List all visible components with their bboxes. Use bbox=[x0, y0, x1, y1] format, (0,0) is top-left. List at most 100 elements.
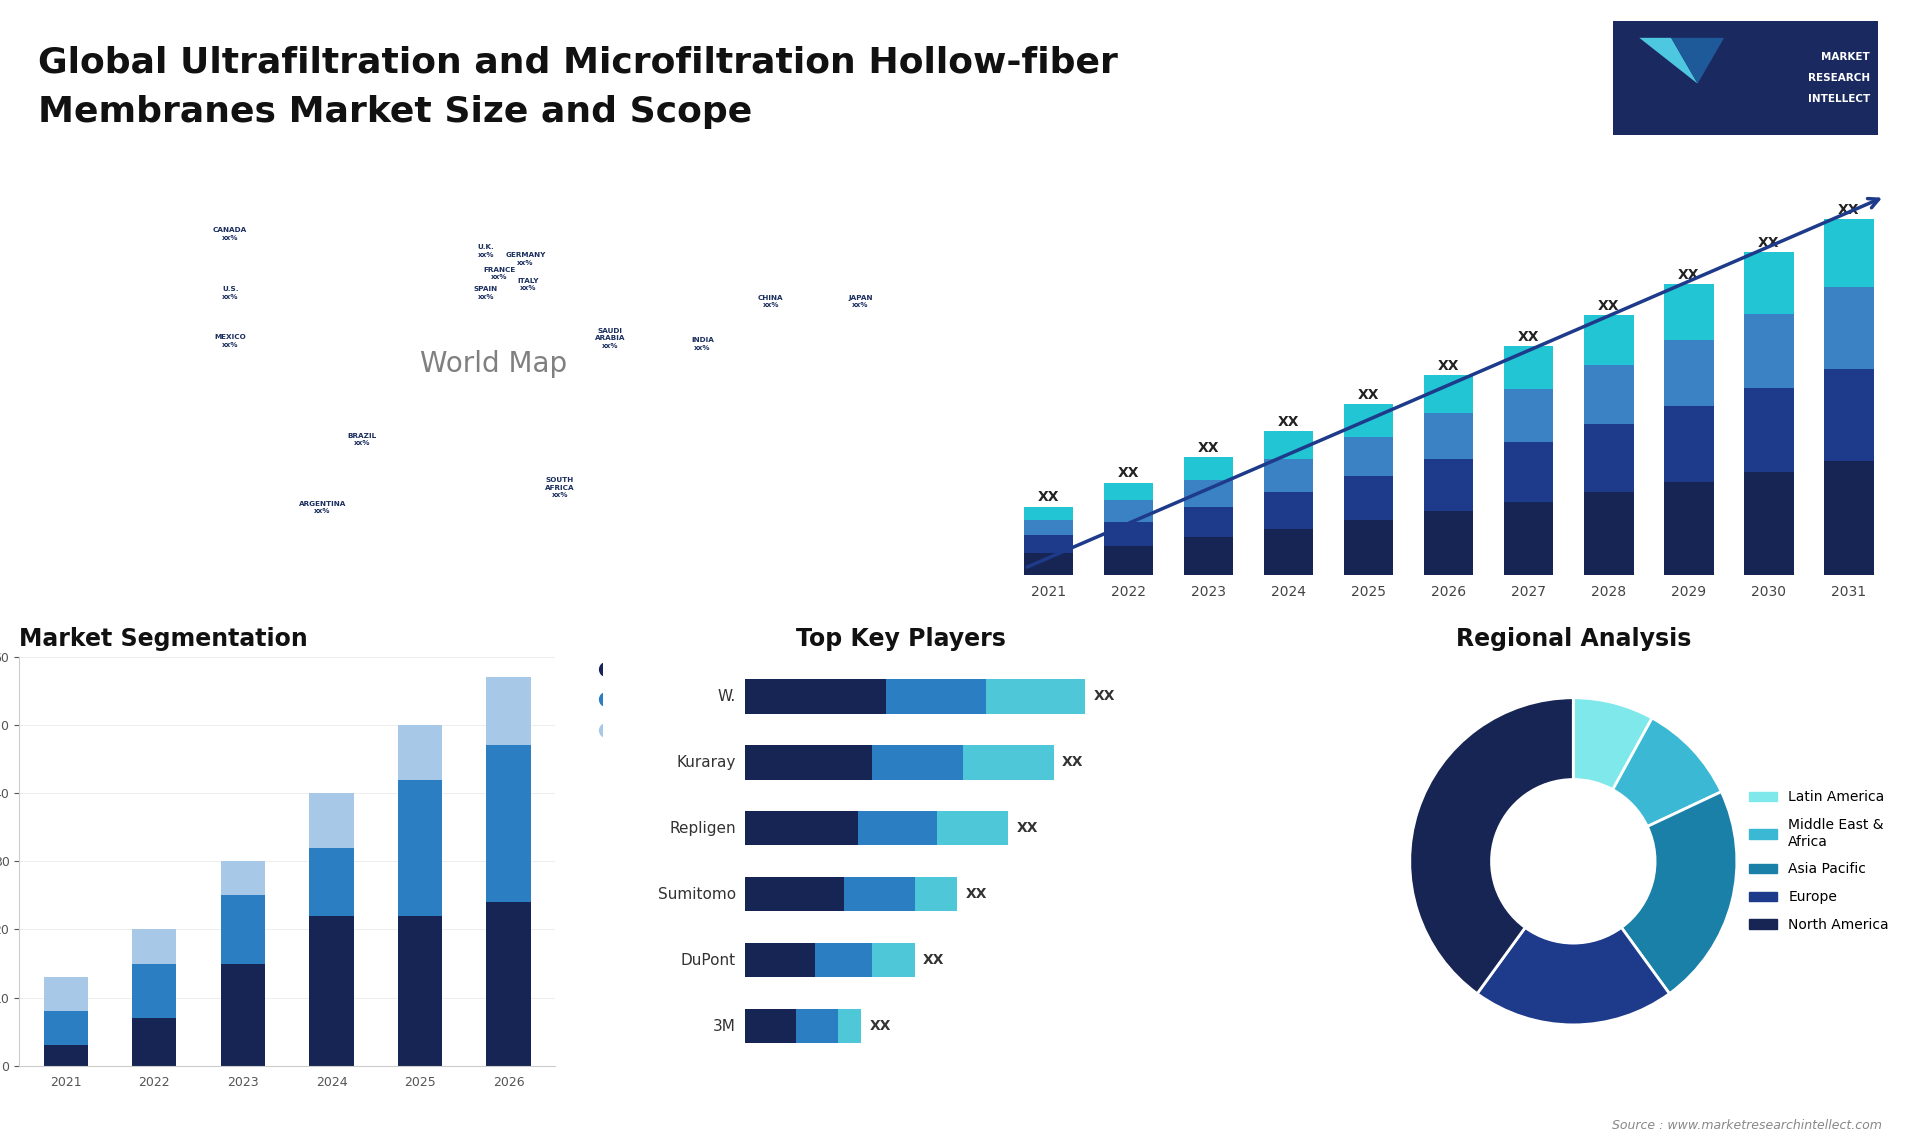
Text: XX: XX bbox=[1198, 441, 1219, 455]
Text: Global Ultrafiltration and Microfiltration Hollow-fiber: Global Ultrafiltration and Microfiltrati… bbox=[38, 46, 1117, 80]
Bar bbox=[1425, 414, 1473, 460]
Text: FRANCE
xx%: FRANCE xx% bbox=[484, 267, 515, 280]
Bar bbox=[1503, 502, 1553, 575]
Bar bbox=[486, 902, 530, 1066]
Text: DuPont: DuPont bbox=[682, 952, 735, 967]
Text: CANADA
xx%: CANADA xx% bbox=[213, 227, 248, 241]
Wedge shape bbox=[1613, 719, 1722, 826]
Bar bbox=[1425, 376, 1473, 414]
Text: XX: XX bbox=[924, 953, 945, 967]
Bar bbox=[1824, 369, 1874, 461]
Legend: Type, Application, Geography: Type, Application, Geography bbox=[584, 657, 724, 744]
Text: XX: XX bbox=[966, 887, 987, 901]
Text: Membranes Market Size and Scope: Membranes Market Size and Scope bbox=[38, 95, 753, 129]
Bar bbox=[872, 745, 962, 779]
Bar bbox=[962, 745, 1054, 779]
Bar bbox=[1503, 346, 1553, 390]
Bar bbox=[745, 1010, 795, 1043]
Bar bbox=[1263, 431, 1313, 458]
Text: SOUTH
AFRICA
xx%: SOUTH AFRICA xx% bbox=[545, 477, 574, 499]
Bar bbox=[486, 677, 530, 745]
Bar bbox=[221, 895, 265, 964]
Bar bbox=[1023, 535, 1073, 554]
Bar bbox=[745, 745, 872, 779]
Text: Source : www.marketresearchintellect.com: Source : www.marketresearchintellect.com bbox=[1611, 1120, 1882, 1132]
Text: ITALY
xx%: ITALY xx% bbox=[518, 277, 540, 291]
Bar bbox=[44, 978, 88, 1011]
Bar bbox=[1344, 437, 1394, 476]
Bar bbox=[887, 680, 985, 714]
Text: SPAIN
xx%: SPAIN xx% bbox=[474, 286, 497, 300]
Text: SAUDI
ARABIA
xx%: SAUDI ARABIA xx% bbox=[595, 328, 626, 348]
Bar bbox=[1503, 390, 1553, 442]
Bar bbox=[1344, 476, 1394, 520]
Bar bbox=[914, 877, 958, 911]
Bar bbox=[397, 916, 442, 1066]
Text: MARKET: MARKET bbox=[1820, 53, 1870, 62]
Bar bbox=[44, 1011, 88, 1045]
Bar bbox=[1185, 457, 1233, 480]
Text: XX: XX bbox=[1597, 299, 1619, 313]
Bar bbox=[816, 943, 872, 978]
Bar bbox=[397, 779, 442, 916]
Bar bbox=[843, 877, 914, 911]
Text: XX: XX bbox=[1117, 466, 1139, 480]
Text: XX: XX bbox=[1759, 236, 1780, 250]
Bar bbox=[1263, 458, 1313, 492]
Title: Top Key Players: Top Key Players bbox=[795, 627, 1006, 651]
Text: U.S.
xx%: U.S. xx% bbox=[223, 286, 238, 300]
Bar bbox=[132, 1018, 177, 1066]
Bar bbox=[1263, 529, 1313, 575]
Bar bbox=[1824, 286, 1874, 369]
Bar bbox=[1584, 492, 1634, 575]
Bar bbox=[1665, 482, 1713, 575]
Text: XX: XX bbox=[1092, 690, 1116, 704]
Wedge shape bbox=[1572, 698, 1651, 790]
Bar bbox=[795, 1010, 837, 1043]
Bar bbox=[745, 877, 843, 911]
Title: Regional Analysis: Regional Analysis bbox=[1455, 627, 1692, 651]
Text: JAPAN
xx%: JAPAN xx% bbox=[849, 295, 874, 308]
Text: W.: W. bbox=[718, 689, 735, 704]
Legend: Latin America, Middle East &
Africa, Asia Pacific, Europe, North America: Latin America, Middle East & Africa, Asi… bbox=[1743, 785, 1895, 937]
Text: Market Segmentation: Market Segmentation bbox=[19, 627, 307, 651]
Bar bbox=[745, 943, 816, 978]
Text: Sumitomo: Sumitomo bbox=[659, 887, 735, 902]
Text: 3M: 3M bbox=[712, 1019, 735, 1034]
Bar bbox=[1503, 442, 1553, 502]
Bar bbox=[1824, 461, 1874, 575]
Text: XX: XX bbox=[1279, 415, 1300, 429]
Polygon shape bbox=[1640, 38, 1697, 84]
Bar bbox=[1584, 424, 1634, 492]
Bar bbox=[1104, 482, 1154, 501]
Bar bbox=[1104, 545, 1154, 575]
Bar bbox=[1743, 252, 1793, 314]
Text: INTELLECT: INTELLECT bbox=[1807, 94, 1870, 103]
Bar bbox=[132, 964, 177, 1018]
Bar bbox=[132, 929, 177, 964]
Text: U.K.
xx%: U.K. xx% bbox=[478, 244, 495, 258]
Text: XX: XX bbox=[1837, 203, 1860, 217]
Text: World Map: World Map bbox=[420, 350, 568, 377]
Text: XX: XX bbox=[1357, 387, 1379, 402]
Bar bbox=[1665, 284, 1713, 339]
Bar bbox=[1023, 507, 1073, 519]
Bar bbox=[1584, 315, 1634, 364]
Bar bbox=[1425, 460, 1473, 511]
Text: XX: XX bbox=[1062, 755, 1083, 769]
Text: Repligen: Repligen bbox=[670, 821, 735, 835]
Bar bbox=[1023, 519, 1073, 535]
Bar bbox=[1263, 492, 1313, 529]
Bar bbox=[985, 680, 1085, 714]
Bar bbox=[1344, 405, 1394, 437]
Text: MEXICO
xx%: MEXICO xx% bbox=[215, 335, 246, 347]
Bar bbox=[837, 1010, 860, 1043]
Bar bbox=[309, 916, 353, 1066]
Bar bbox=[1185, 507, 1233, 537]
Bar bbox=[1344, 520, 1394, 575]
Text: BRAZIL
xx%: BRAZIL xx% bbox=[348, 433, 376, 447]
Text: XX: XX bbox=[1018, 822, 1039, 835]
Bar bbox=[309, 848, 353, 916]
Text: XX: XX bbox=[1039, 490, 1060, 504]
Text: ARGENTINA
xx%: ARGENTINA xx% bbox=[300, 501, 346, 515]
